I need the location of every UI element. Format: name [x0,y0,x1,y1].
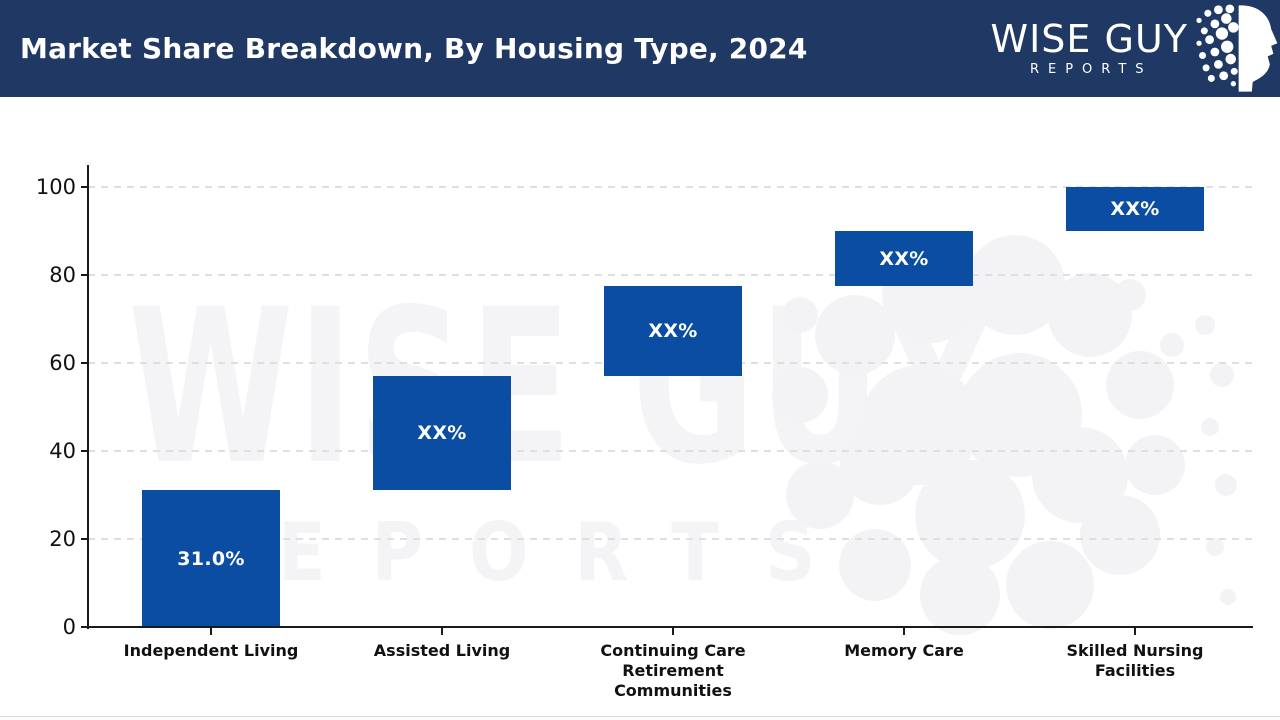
footer-strip [0,717,1280,720]
x-axis-line [83,625,1253,628]
y-tick-label-100: 100 [35,175,76,200]
x-tick-3 [672,627,674,635]
x-tick-label-1: Independent Living [123,640,299,660]
y-tick-label-0: 0 [62,614,76,639]
x-tick-4 [903,627,905,635]
y-tick-60 [81,362,88,365]
y-tick-20 [81,537,88,540]
bar-value-label-4: XX% [879,247,929,270]
header: Market Share Breakdown, By Housing Type,… [0,0,1280,97]
y-tick-label-20: 20 [49,526,76,551]
logo-wordmark: WISE GUY [990,17,1188,61]
wiseguy-logo: WISE GUY REPORTS [991,0,1280,97]
x-tick-2 [441,627,443,635]
bar-value-label-2: XX% [417,422,467,445]
gridline-40 [88,449,1253,452]
logo-text-block: WISE GUY REPORTS [991,20,1188,77]
y-axis-line [87,165,89,629]
footer-divider [0,716,1280,717]
watermark-head-icon [772,235,1237,635]
x-tick-label-5: Skilled Nursing Facilities [1066,640,1204,680]
y-tick-label-80: 80 [49,263,76,288]
x-tick-1 [210,627,212,635]
waterfall-chart: 0 20 40 60 80 100 31.0% Independent Living XX% As… [0,97,1280,717]
page-title: Market Share Breakdown, By Housing Type,… [20,32,808,65]
gridline-20 [88,537,1253,540]
bar-value-label-3: XX% [648,320,698,343]
bar-segment-4: XX% [835,231,973,287]
bar-segment-2: XX% [373,376,511,491]
gridline-80 [88,274,1253,277]
y-tick-label-40: 40 [49,438,76,463]
x-tick-label-3: Continuing Care Retirement Communities [600,640,746,700]
gridline-100 [88,186,1253,189]
y-tick-100 [81,186,88,189]
bar-segment-5: XX% [1066,187,1204,232]
x-tick-label-2: Assisted Living [373,640,511,660]
y-tick-40 [81,449,88,452]
x-tick-5 [1134,627,1136,635]
y-tick-label-60: 60 [49,351,76,376]
y-tick-80 [81,274,88,277]
bar-value-label-1: 31.0% [177,547,245,570]
bar-value-label-5: XX% [1110,198,1160,221]
logo-subtext: REPORTS [1029,62,1153,77]
watermark-subtext: REPORTS [178,505,862,600]
bar-segment-1: 31.0% [142,490,280,627]
logo-head-icon [1196,4,1278,92]
x-tick-label-4: Memory Care [844,640,964,660]
bar-segment-3: XX% [604,286,742,377]
